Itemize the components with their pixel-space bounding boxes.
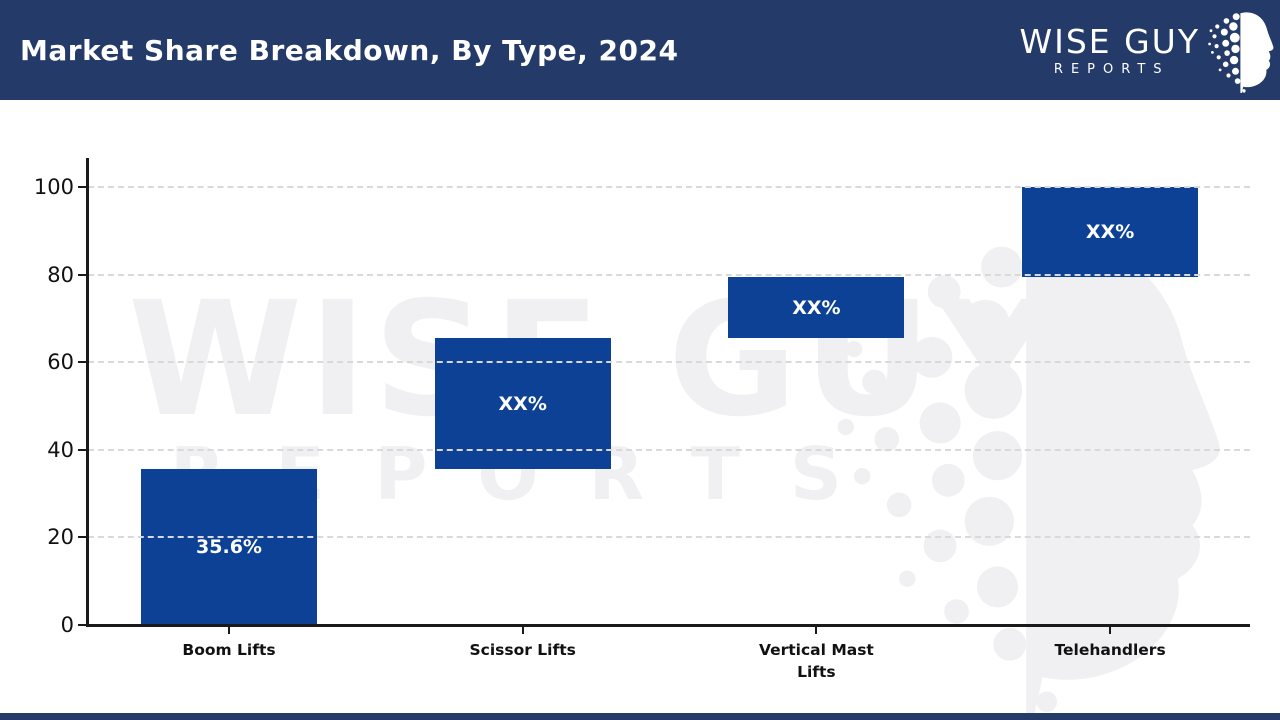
y-tick-label: 100 (33, 175, 74, 199)
brand-text: WISE GUY REPORTS (1019, 25, 1200, 77)
x-axis (86, 623, 1250, 627)
y-tick-label: 0 (60, 613, 74, 637)
bar-value-label: XX% (498, 392, 547, 415)
gridline (88, 186, 1250, 188)
gridline (88, 273, 1250, 276)
brand-logo: WISE GUY REPORTS (1019, 8, 1274, 94)
bar-value-label: XX% (1085, 221, 1135, 244)
brand-name: WISE GUY (1019, 22, 1200, 62)
bar (141, 469, 317, 625)
x-axis-tick (228, 626, 230, 634)
y-axis-tick (78, 273, 88, 276)
bar (434, 338, 611, 470)
footer-bar (0, 713, 1280, 720)
brand-sub: REPORTS (1053, 61, 1170, 77)
page-title: Market Share Breakdown, By Type, 2024 (20, 33, 679, 67)
y-tick-label: 20 (47, 525, 74, 550)
bar-value-label: 35.6% (196, 536, 262, 559)
gridline (88, 448, 1250, 451)
y-axis-tick (78, 186, 88, 188)
bar (728, 277, 905, 339)
y-axis-tick (78, 536, 88, 539)
y-tick-label: 40 (47, 437, 74, 462)
y-tick-label: 60 (47, 350, 74, 375)
x-axis-label: Telehandlers (1054, 641, 1166, 659)
y-axis-tick (78, 448, 88, 451)
x-axis-tick (521, 626, 524, 634)
y-axis-tick (78, 624, 88, 626)
y-axis-tick (78, 361, 88, 364)
gridline (88, 536, 1250, 539)
x-axis-tick (815, 626, 818, 634)
y-tick-label: 80 (47, 262, 74, 287)
y-axis (86, 158, 89, 627)
x-axis-label: Scissor Lifts (469, 641, 576, 659)
bar (1022, 187, 1199, 278)
gridline (88, 361, 1250, 364)
x-axis-label: Vertical Mast Lifts (758, 641, 874, 681)
x-axis-label: Boom Lifts (182, 641, 276, 659)
header-bar: Market Share Breakdown, By Type, 2024 WI… (0, 0, 1280, 100)
brand-head-icon (1208, 12, 1274, 93)
x-axis-tick (1109, 626, 1112, 634)
bar-value-label: XX% (792, 296, 841, 319)
